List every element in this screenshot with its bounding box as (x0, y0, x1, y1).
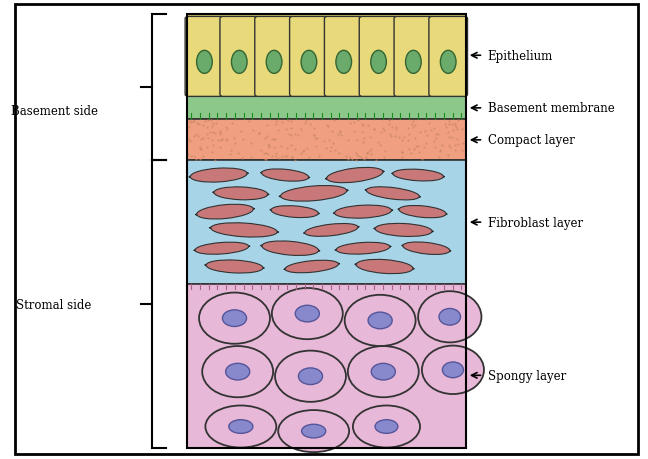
FancyBboxPatch shape (429, 17, 467, 97)
FancyBboxPatch shape (359, 17, 398, 97)
Ellipse shape (406, 51, 421, 74)
Ellipse shape (402, 245, 451, 252)
Ellipse shape (391, 173, 445, 179)
Ellipse shape (229, 420, 253, 433)
Ellipse shape (222, 310, 247, 327)
Ellipse shape (281, 186, 347, 202)
Ellipse shape (260, 245, 320, 252)
Text: Spongy layer: Spongy layer (488, 369, 566, 382)
FancyBboxPatch shape (255, 17, 294, 97)
Ellipse shape (345, 295, 415, 346)
Ellipse shape (209, 227, 279, 234)
Ellipse shape (305, 224, 358, 237)
Ellipse shape (399, 206, 446, 218)
Text: Epithelium: Epithelium (488, 50, 553, 62)
Ellipse shape (197, 205, 253, 219)
Bar (187, 15, 466, 97)
Text: Basement membrane: Basement membrane (488, 102, 614, 115)
FancyBboxPatch shape (394, 17, 433, 97)
Ellipse shape (301, 424, 326, 438)
Ellipse shape (336, 51, 352, 74)
Ellipse shape (262, 241, 319, 256)
Ellipse shape (365, 190, 421, 198)
Ellipse shape (353, 406, 420, 448)
Ellipse shape (356, 260, 413, 274)
FancyBboxPatch shape (290, 17, 329, 97)
Ellipse shape (231, 51, 247, 74)
Text: Basement side: Basement side (10, 104, 98, 118)
Ellipse shape (199, 293, 270, 344)
Ellipse shape (262, 169, 308, 182)
Text: Stromal side: Stromal side (16, 298, 92, 311)
Ellipse shape (348, 346, 419, 397)
Ellipse shape (375, 224, 432, 237)
Ellipse shape (368, 313, 392, 329)
Bar (187, 15, 466, 448)
Ellipse shape (205, 406, 276, 448)
Text: Compact layer: Compact layer (488, 134, 575, 147)
Ellipse shape (275, 351, 346, 402)
Ellipse shape (403, 242, 450, 255)
Ellipse shape (214, 187, 268, 201)
Bar (187, 161, 466, 284)
Ellipse shape (272, 288, 343, 340)
Ellipse shape (299, 368, 323, 385)
Ellipse shape (375, 420, 398, 433)
Ellipse shape (301, 51, 317, 74)
Ellipse shape (189, 173, 248, 179)
Ellipse shape (371, 51, 386, 74)
FancyBboxPatch shape (185, 17, 224, 97)
Ellipse shape (205, 264, 264, 270)
Ellipse shape (418, 291, 481, 343)
Ellipse shape (336, 243, 390, 255)
Ellipse shape (443, 362, 463, 378)
Ellipse shape (398, 209, 447, 215)
Ellipse shape (285, 261, 338, 273)
Ellipse shape (439, 309, 461, 325)
Ellipse shape (213, 191, 269, 196)
Ellipse shape (196, 208, 255, 216)
Ellipse shape (327, 168, 383, 183)
Ellipse shape (260, 173, 310, 179)
Ellipse shape (422, 346, 484, 394)
Ellipse shape (333, 209, 393, 215)
Ellipse shape (211, 223, 277, 238)
Ellipse shape (271, 206, 318, 218)
Ellipse shape (202, 346, 273, 397)
Ellipse shape (441, 51, 456, 74)
Ellipse shape (366, 187, 419, 201)
Ellipse shape (266, 51, 282, 74)
Ellipse shape (278, 410, 349, 452)
Ellipse shape (284, 263, 340, 270)
Ellipse shape (334, 206, 391, 218)
Ellipse shape (195, 243, 249, 255)
Bar (187, 120, 466, 161)
Text: Fibroblast layer: Fibroblast layer (488, 216, 583, 229)
Ellipse shape (194, 246, 250, 252)
FancyBboxPatch shape (220, 17, 259, 97)
Ellipse shape (371, 364, 395, 380)
Ellipse shape (295, 306, 319, 322)
Ellipse shape (303, 227, 359, 234)
Ellipse shape (196, 51, 213, 74)
Ellipse shape (393, 170, 443, 182)
Ellipse shape (325, 171, 384, 180)
Ellipse shape (335, 246, 391, 252)
Ellipse shape (206, 260, 263, 274)
FancyBboxPatch shape (325, 17, 363, 97)
Ellipse shape (279, 190, 349, 198)
Ellipse shape (226, 364, 249, 380)
Bar (187, 284, 466, 448)
Ellipse shape (355, 263, 414, 270)
Ellipse shape (270, 209, 319, 215)
Bar (187, 97, 466, 120)
Ellipse shape (374, 228, 434, 233)
Ellipse shape (191, 168, 247, 183)
